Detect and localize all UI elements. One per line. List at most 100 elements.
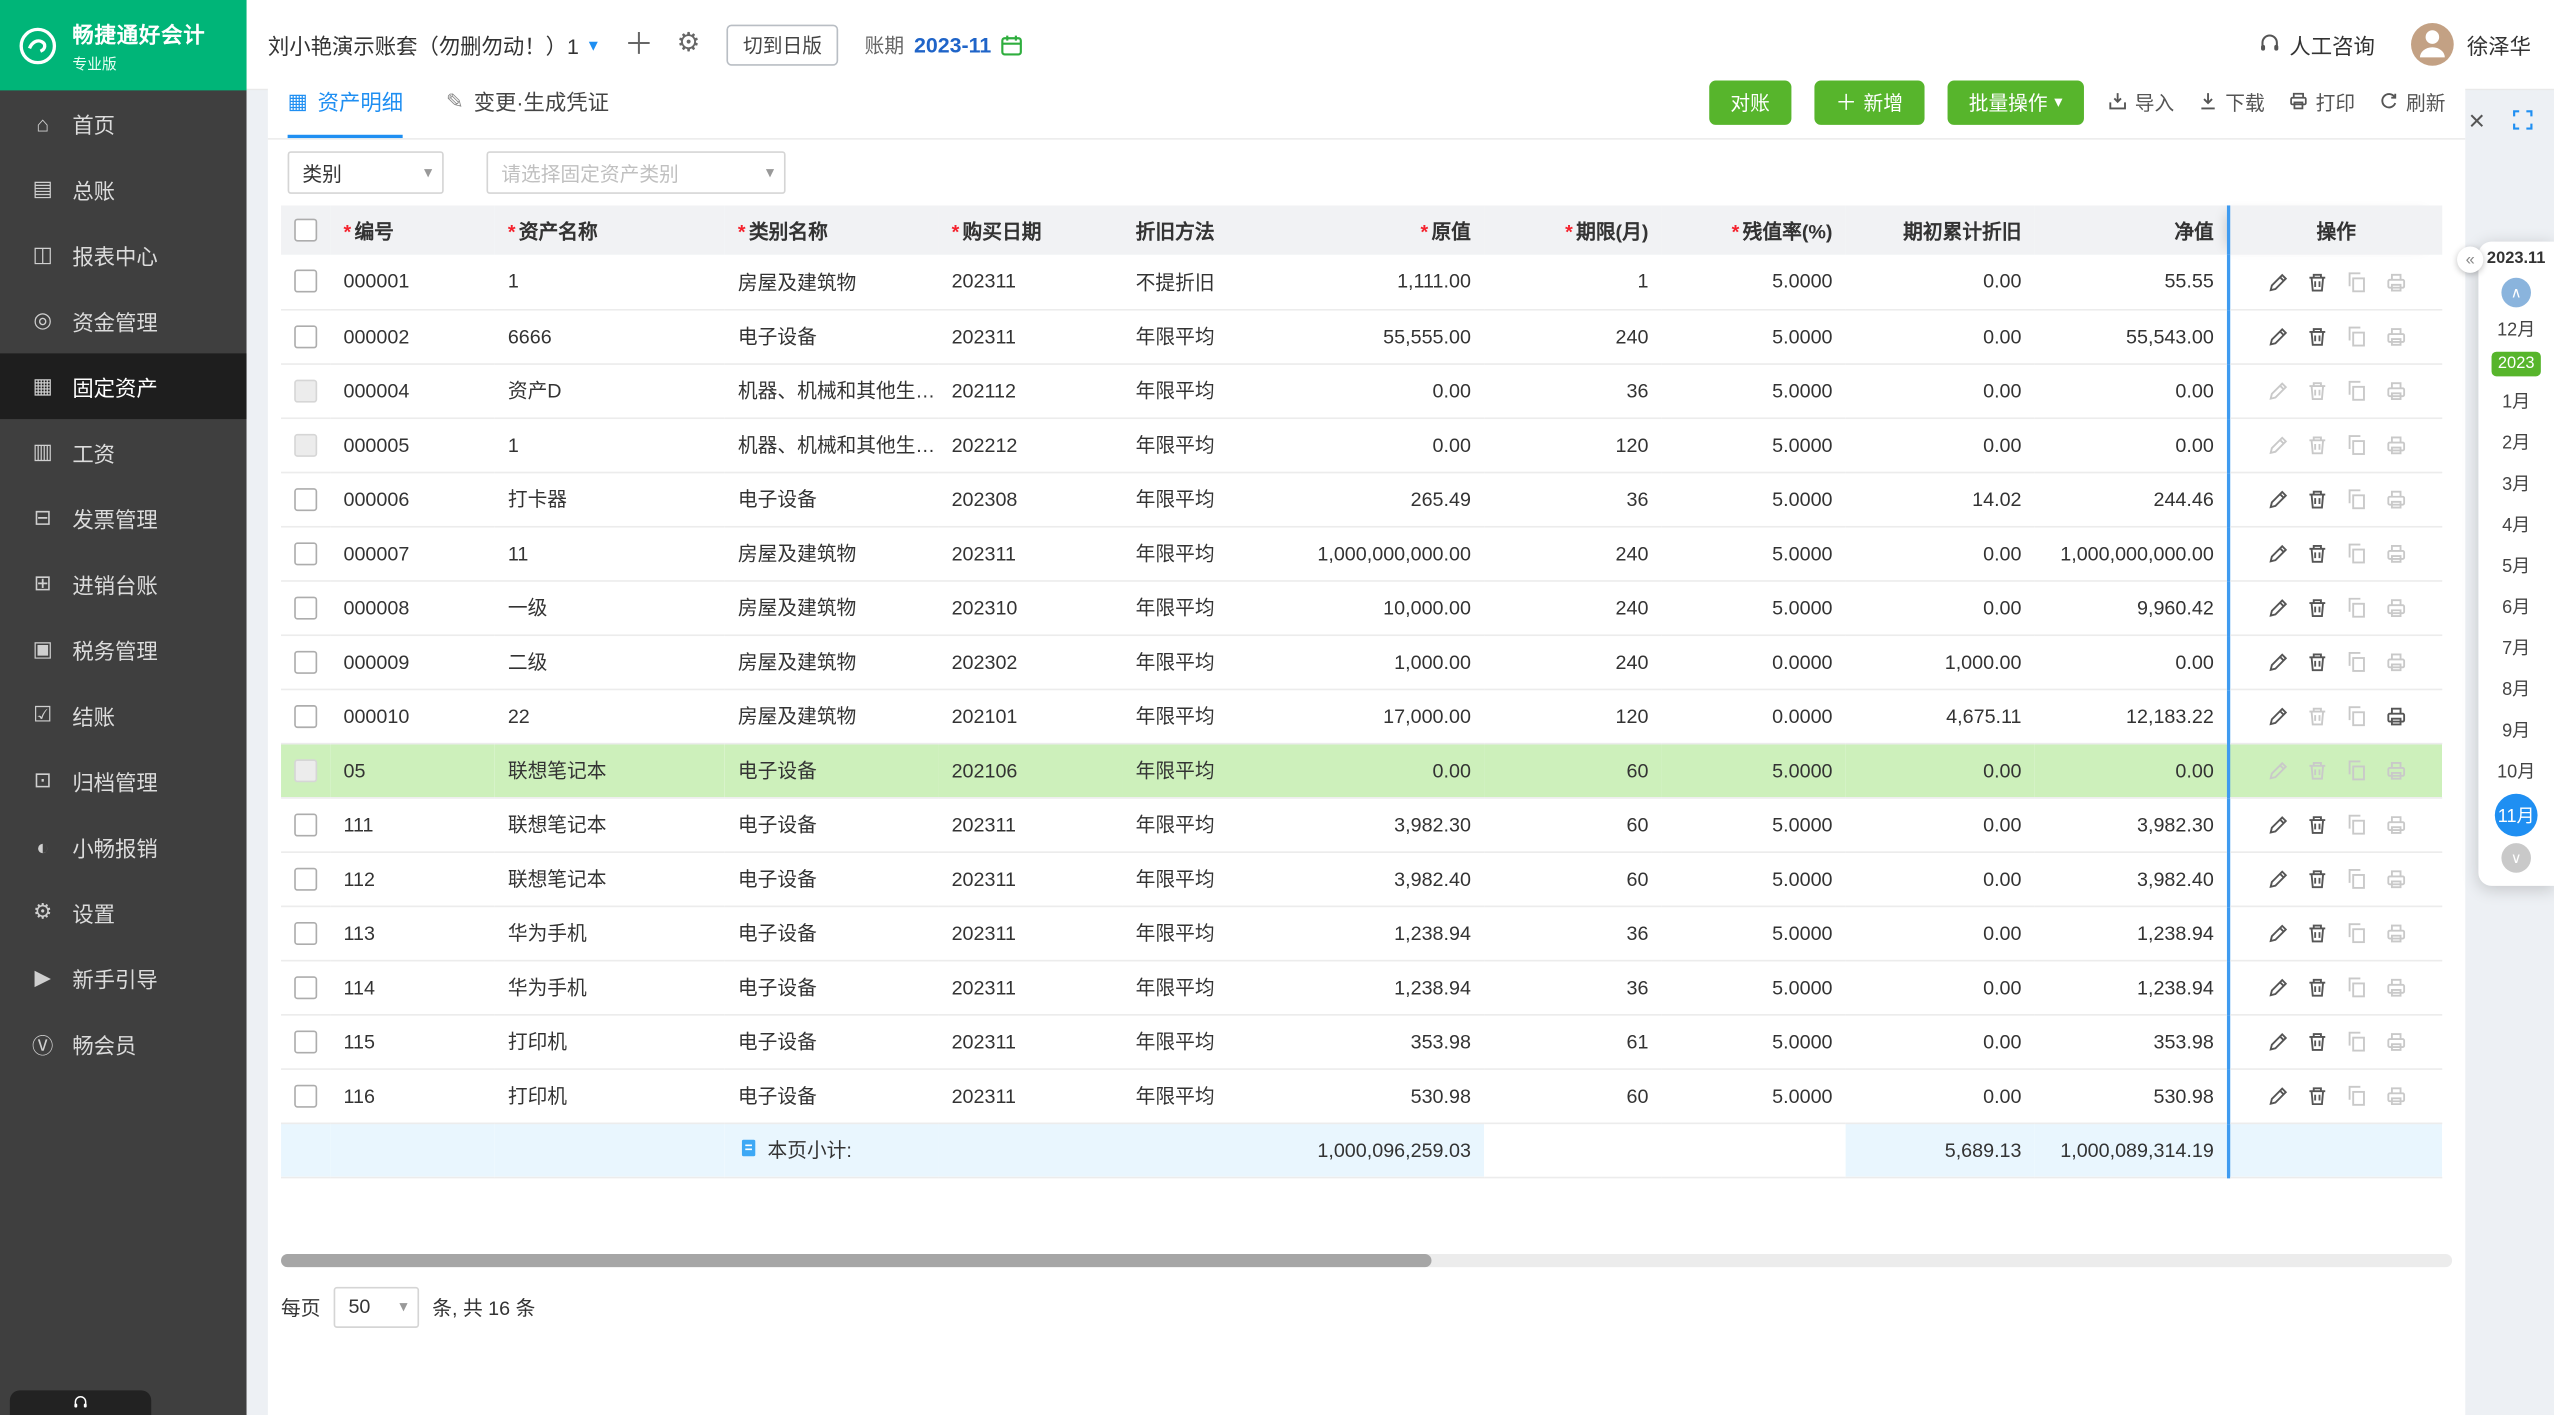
table-row[interactable]: 113 华为手机 电子设备 202311 年限平均 1,238.94 36 5.0000 0.0…	[281, 905, 2443, 961]
calendar-month[interactable]: 8月	[2502, 679, 2531, 700]
row-checkbox[interactable]	[294, 812, 318, 836]
delete-icon[interactable]	[2303, 488, 2329, 511]
add-account-button[interactable]: ＋	[624, 27, 654, 61]
edit-icon[interactable]	[2264, 1030, 2290, 1053]
sidebar-item-home[interactable]: ⌂ 首页	[0, 90, 247, 156]
sidebar-item-member[interactable]: Ⓥ 畅会员	[0, 1011, 247, 1077]
scroll-down-icon[interactable]: ∨	[2501, 843, 2531, 873]
table-row[interactable]: 000004 资产D 机器、机械和其他生… 202112 年限平均 0.00 36 5.000…	[281, 363, 2443, 419]
row-checkbox[interactable]	[294, 650, 318, 674]
row-checkbox[interactable]	[294, 269, 318, 293]
row-checkbox[interactable]	[294, 324, 318, 348]
edit-icon[interactable]	[2264, 705, 2290, 728]
row-checkbox[interactable]	[294, 704, 318, 728]
delete-icon[interactable]	[2303, 271, 2329, 294]
table-row[interactable]: 112 联想笔记本 电子设备 202311 年限平均 3,982.40 60 5.0000 0.…	[281, 851, 2443, 907]
calendar-month[interactable]: 12月	[2497, 319, 2536, 340]
row-checkbox[interactable]	[294, 487, 318, 511]
reconcile-button[interactable]: 对账	[1708, 80, 1792, 125]
table-row[interactable]: 000009 二级 房屋及建筑物 202302 年限平均 1,000.00 240 0.000…	[281, 634, 2443, 690]
batch-actions-button[interactable]: 批量操作 ▾	[1947, 80, 2084, 125]
delete-icon[interactable]	[2303, 868, 2329, 891]
row-checkbox[interactable]	[294, 975, 318, 999]
edit-icon[interactable]	[2264, 271, 2290, 294]
calendar-month-current[interactable]: 11月	[2494, 793, 2538, 837]
delete-icon[interactable]	[2303, 596, 2329, 619]
table-row[interactable]: 000010 22 房屋及建筑物 202101 年限平均 17,000.00 120 0.00…	[281, 688, 2443, 744]
delete-icon[interactable]	[2303, 813, 2329, 836]
gear-icon[interactable]: ⚙	[676, 29, 701, 58]
sidebar-item-funds[interactable]: ◎ 资金管理	[0, 288, 247, 354]
delete-icon[interactable]	[2303, 922, 2329, 945]
table-row[interactable]: 000002 6666 电子设备 202311 年限平均 55,555.00 240 5.00…	[281, 308, 2443, 365]
edit-icon[interactable]	[2264, 868, 2290, 891]
collapse-icon[interactable]: «	[2457, 246, 2484, 273]
edit-icon[interactable]	[2264, 976, 2290, 999]
row-checkbox[interactable]	[294, 1029, 318, 1053]
sidebar-item-tax[interactable]: ▣ 税务管理	[0, 616, 247, 682]
edit-icon[interactable]	[2264, 542, 2290, 565]
subtab-change-voucher[interactable]: ✎ 变更·生成凭证	[445, 87, 610, 116]
edit-icon[interactable]	[2264, 1085, 2290, 1108]
account-selector[interactable]: 刘小艳演示账套（勿删勿动！）1 ▾	[268, 29, 598, 60]
refresh-button[interactable]: 刷新	[2378, 89, 2446, 117]
edit-icon[interactable]	[2264, 651, 2290, 674]
sidebar-item-fixed-assets[interactable]: ▦ 固定资产	[0, 353, 247, 420]
row-checkbox[interactable]	[294, 1083, 318, 1107]
select-all-checkbox[interactable]	[294, 218, 318, 242]
row-checkbox[interactable]	[294, 921, 318, 945]
calendar-month[interactable]: 3月	[2502, 474, 2531, 494]
scroll-up-icon[interactable]: ∧	[2501, 277, 2531, 308]
download-button[interactable]: 下载	[2197, 89, 2265, 117]
fullscreen-icon[interactable]	[2511, 108, 2534, 131]
sidebar-item-archive[interactable]: ⊡ 归档管理	[0, 748, 247, 814]
row-checkbox[interactable]	[294, 595, 318, 619]
avatar[interactable]	[2410, 23, 2454, 66]
calendar-month[interactable]: 1月	[2502, 391, 2531, 412]
table-row[interactable]: 000008 一级 房屋及建筑物 202310 年限平均 10,000.00 240 5.00…	[281, 580, 2443, 636]
delete-icon[interactable]	[2303, 1085, 2329, 1108]
filter-field-select[interactable]: 类别 ▾	[287, 151, 444, 194]
edit-icon[interactable]	[2264, 488, 2290, 511]
scrollbar-thumb[interactable]	[281, 1253, 1432, 1267]
table-row[interactable]: 116 打印机 电子设备 202311 年限平均 530.98 60 5.0000 0.00 53…	[281, 1068, 2443, 1124]
per-page-select[interactable]: 50 ▾	[333, 1286, 420, 1328]
calendar-month[interactable]: 10月	[2497, 761, 2536, 782]
edit-icon[interactable]	[2264, 813, 2290, 836]
calendar-month[interactable]: 2月	[2502, 433, 2531, 453]
subtab-asset-detail[interactable]: ▦ 资产明细	[287, 67, 404, 139]
add-button[interactable]: ＋新增	[1814, 80, 1925, 125]
chat-widget[interactable]	[9, 1390, 152, 1415]
sidebar-item-invoice[interactable]: ⊟ 发票管理	[0, 485, 247, 551]
asset-category-select[interactable]: 请选择固定资产类别 ▾	[486, 151, 786, 194]
print-button[interactable]: 打印	[2288, 89, 2355, 117]
table-row[interactable]: 000005 1 机器、机械和其他生… 202212 年限平均 0.00 120 5.0000…	[281, 417, 2443, 473]
calendar-month[interactable]: 7月	[2502, 638, 2531, 659]
sidebar-item-closing[interactable]: ☑ 结账	[0, 682, 247, 748]
edit-icon[interactable]	[2264, 596, 2290, 619]
table-row[interactable]: 000006 打卡器 电子设备 202308 年限平均 265.49 36 5.0000 14.…	[281, 471, 2443, 527]
user-name[interactable]: 徐泽华	[2466, 33, 2531, 59]
calendar-icon[interactable]	[999, 32, 1024, 57]
sidebar-item-settings[interactable]: ⚙ 设置	[0, 879, 247, 945]
delete-icon[interactable]	[2303, 976, 2329, 999]
sidebar-item-guide[interactable]: ▶ 新手引导	[0, 945, 247, 1011]
close-all-icon[interactable]: ×	[2468, 104, 2485, 136]
table-row[interactable]: 114 华为手机 电子设备 202311 年限平均 1,238.94 36 5.0000 0.0…	[281, 959, 2443, 1015]
sidebar-item-report-center[interactable]: ◫ 报表中心	[0, 222, 247, 288]
switch-skin-button[interactable]: 切到日版	[726, 23, 839, 65]
delete-icon[interactable]	[2303, 1030, 2329, 1053]
export-icon[interactable]	[2382, 705, 2408, 728]
delete-icon[interactable]	[2303, 651, 2329, 674]
calendar-month[interactable]: 6月	[2502, 597, 2531, 618]
edit-icon[interactable]	[2264, 922, 2290, 945]
table-row[interactable]: 000001 1 房屋及建筑物 202311 不提折旧 1,111.00 1 5.0000 0.…	[281, 254, 2443, 310]
edit-icon[interactable]	[2264, 325, 2290, 348]
calendar-month[interactable]: 5月	[2502, 556, 2531, 577]
sidebar-item-reimburse[interactable]: ◐ 小畅报销	[0, 814, 247, 880]
import-button[interactable]: 导入	[2107, 89, 2174, 117]
period-value[interactable]: 2023-11	[914, 32, 992, 57]
table-row[interactable]: 115 打印机 电子设备 202311 年限平均 353.98 61 5.0000 0.00 35…	[281, 1014, 2443, 1070]
sidebar-item-general-ledger[interactable]: ▤ 总账	[0, 156, 247, 222]
sidebar-item-salary[interactable]: ▥ 工资	[0, 419, 247, 485]
